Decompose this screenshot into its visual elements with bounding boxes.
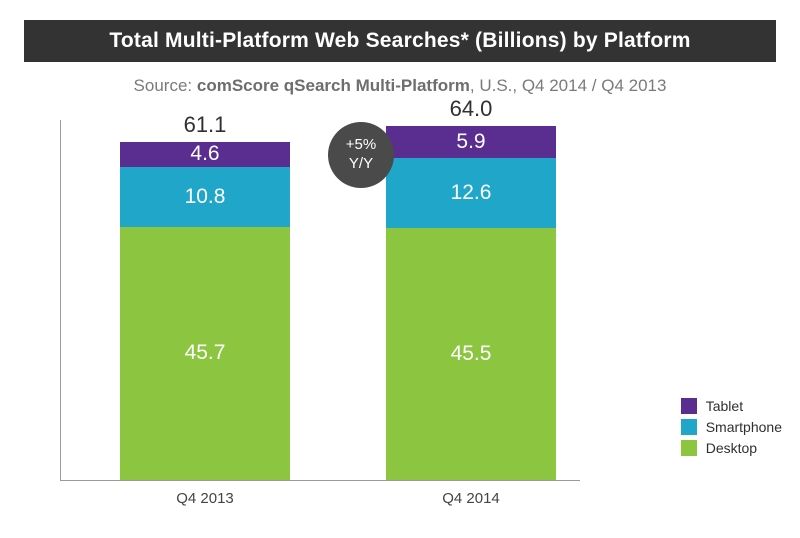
bar-q4-2013: 4.6 10.8 45.7 [120, 142, 290, 480]
legend-label: Tablet [706, 398, 743, 414]
yoy-badge: +5%Y/Y [328, 122, 394, 188]
bar-q4-2014: 5.9 12.6 45.5 [386, 126, 556, 480]
y-axis [60, 120, 61, 480]
legend-swatch [681, 398, 697, 414]
legend-swatch [681, 419, 697, 435]
chart-subtitle: Source: comScore qSearch Multi-Platform,… [24, 76, 776, 96]
figure-root: Total Multi-Platform Web Searches* (Bill… [0, 0, 800, 538]
legend: Tablet Smartphone Desktop [681, 393, 782, 456]
bar-total-label: 61.1 [120, 112, 290, 138]
badge-line2: Y/Y [349, 155, 373, 174]
subtitle-rest: , U.S., Q4 2014 / Q4 2013 [470, 76, 667, 95]
segment-value: 45.5 [451, 342, 492, 366]
segment-value: 10.8 [185, 185, 226, 209]
segment-value: 4.6 [190, 142, 219, 166]
legend-swatch [681, 440, 697, 456]
legend-item-smartphone: Smartphone [681, 419, 782, 435]
chart-title: Total Multi-Platform Web Searches* (Bill… [24, 20, 776, 62]
legend-label: Desktop [706, 440, 757, 456]
badge-line1: +5% [346, 136, 376, 155]
x-category-label: Q4 2013 [120, 490, 290, 507]
segment-tablet: 5.9 [386, 126, 556, 159]
legend-item-desktop: Desktop [681, 440, 782, 456]
segment-desktop: 45.5 [386, 228, 556, 480]
chart-area: 4.610.845.761.1Q4 20135.912.645.564.0Q4 … [60, 120, 760, 510]
segment-smartphone: 10.8 [120, 167, 290, 227]
segment-value: 5.9 [456, 130, 485, 154]
subtitle-prefix: Source: [134, 76, 197, 95]
bar-total-label: 64.0 [386, 96, 556, 122]
x-category-label: Q4 2014 [386, 490, 556, 507]
x-axis [60, 480, 580, 481]
segment-value: 12.6 [451, 181, 492, 205]
segment-value: 45.7 [185, 341, 226, 365]
segment-desktop: 45.7 [120, 227, 290, 480]
subtitle-source: comScore qSearch Multi-Platform [197, 76, 470, 95]
segment-tablet: 4.6 [120, 142, 290, 167]
legend-label: Smartphone [706, 419, 782, 435]
segment-smartphone: 12.6 [386, 158, 556, 228]
legend-item-tablet: Tablet [681, 398, 782, 414]
